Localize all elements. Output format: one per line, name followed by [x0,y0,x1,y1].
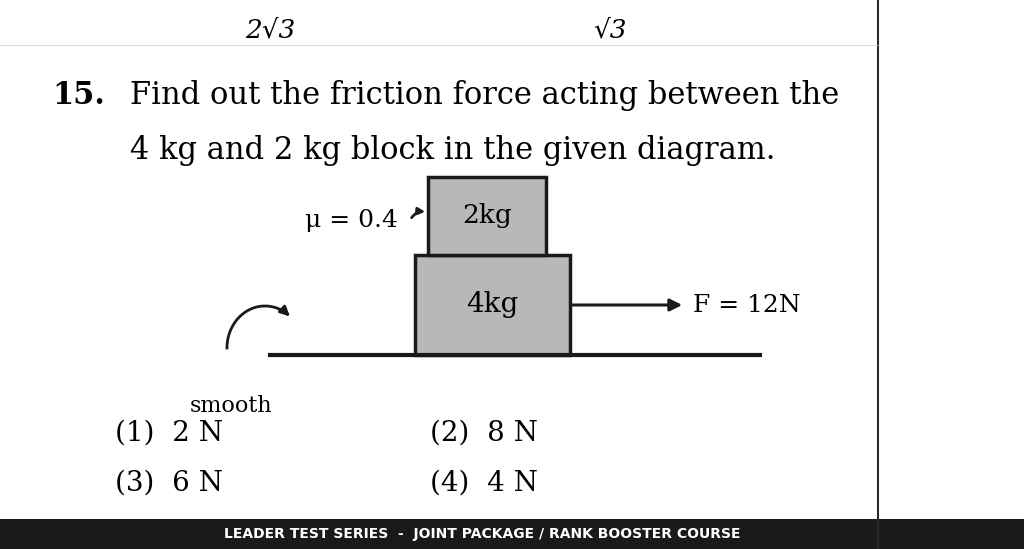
Text: F = 12N: F = 12N [693,294,801,317]
Text: 2kg: 2kg [462,204,512,228]
Bar [0,519,1024,549]
Text: smooth: smooth [190,395,272,417]
Bar [415,255,570,355]
Text: (2)  8 N: (2) 8 N [430,420,538,447]
Text: (3)  6 N: (3) 6 N [115,470,223,497]
Text: √3: √3 [593,18,627,43]
Text: Find out the friction force acting between the: Find out the friction force acting betwe… [130,80,840,111]
Text: 2√3: 2√3 [245,18,295,43]
Text: μ = 0.4: μ = 0.4 [305,209,398,232]
Text: 15.: 15. [52,80,104,111]
Text: 4 kg and 2 kg block in the given diagram.: 4 kg and 2 kg block in the given diagram… [130,135,775,166]
Text: 4kg: 4kg [466,292,519,318]
Text: (4)  4 N: (4) 4 N [430,470,538,497]
Bar [428,177,546,255]
Text: LEADER TEST SERIES  -  JOINT PACKAGE / RANK BOOSTER COURSE: LEADER TEST SERIES - JOINT PACKAGE / RAN… [224,527,740,541]
Text: (1)  2 N: (1) 2 N [115,420,223,447]
